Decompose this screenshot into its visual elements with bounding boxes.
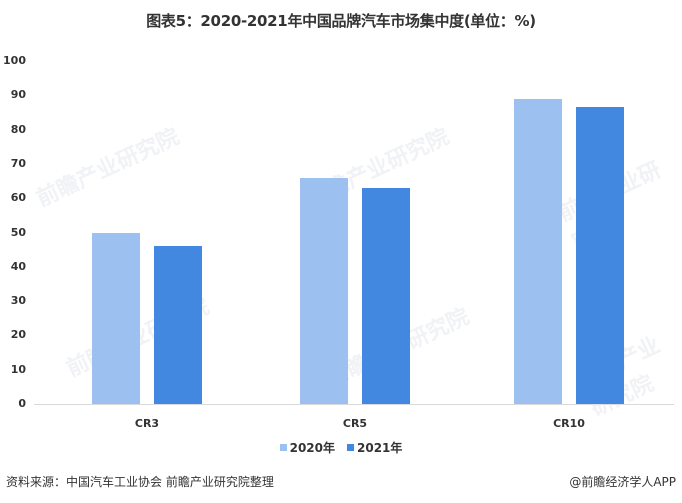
x-axis-line <box>34 404 674 405</box>
y-tick-label: 40 <box>10 259 26 273</box>
x-tick-label: CR3 <box>134 417 160 430</box>
legend-item-2021[interactable]: 2021年 <box>347 439 402 456</box>
bar-cr3-2020[interactable] <box>92 232 140 404</box>
bar-cr5-2021[interactable] <box>362 187 410 404</box>
x-tick-label: CR5 <box>342 417 368 430</box>
y-tick-label: 0 <box>18 397 26 410</box>
y-tick-label: 90 <box>10 88 26 102</box>
bar-cr5-2020[interactable] <box>300 177 348 404</box>
y-tick-label: 30 <box>10 294 26 308</box>
source-note: 资料来源：中国汽车工业协会 前瞻产业研究院整理 <box>6 475 274 489</box>
bar-cr3-2021[interactable] <box>154 246 202 404</box>
y-tick-label: 50 <box>10 225 26 239</box>
y-tick-label: 70 <box>10 156 26 170</box>
watermark: 前瞻产业研究院 <box>32 124 184 213</box>
legend-label: 2021年 <box>357 441 403 455</box>
legend: 2020年 2021年 <box>0 439 682 456</box>
y-tick-label: 10 <box>10 362 26 376</box>
y-tick-label: 80 <box>10 122 26 136</box>
y-tick-label: 100 <box>3 54 26 67</box>
bar-cr10-2020[interactable] <box>514 98 562 404</box>
bar-cr10-2021[interactable] <box>576 107 624 404</box>
legend-swatch-2021 <box>347 444 354 451</box>
chart-title: 图表5：2020-2021年中国品牌汽车市场集中度(单位：%) <box>146 12 536 30</box>
legend-label: 2020年 <box>289 441 335 455</box>
x-tick-label: CR10 <box>553 417 585 430</box>
y-tick-label: 60 <box>10 191 26 205</box>
legend-item-2020[interactable]: 2020年 <box>279 439 335 456</box>
y-tick-label: 20 <box>10 328 26 342</box>
credit-note: @前瞻经济学人APP <box>569 475 676 489</box>
legend-swatch-2020 <box>279 444 287 451</box>
